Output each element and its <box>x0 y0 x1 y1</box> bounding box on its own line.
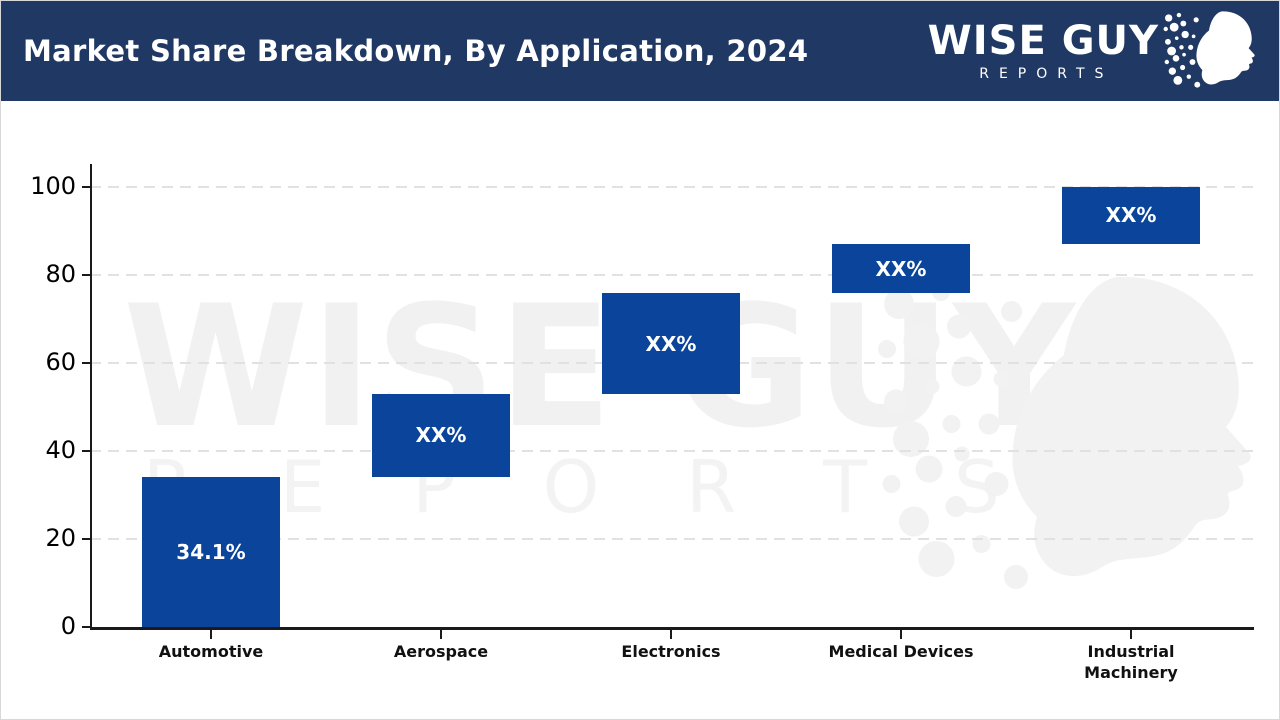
logo-subtitle: REPORTS <box>979 66 1114 82</box>
x-tick-label: Aerospace <box>393 642 489 661</box>
gridline <box>90 274 1254 276</box>
y-tick-label: 100 <box>30 172 76 200</box>
bar-value-label: 34.1% <box>176 539 246 564</box>
x-tick-mark <box>1130 630 1132 639</box>
bar-segment: XX% <box>1062 187 1200 244</box>
y-tick-mark <box>82 362 90 364</box>
y-axis-line <box>90 164 92 629</box>
y-tick-mark <box>82 274 90 276</box>
x-tick-label: Medical Devices <box>828 642 974 661</box>
x-axis-line <box>90 627 1254 630</box>
x-tick-mark <box>900 630 902 639</box>
x-tick-label: Automotive <box>158 642 264 661</box>
header-bar: Market Share Breakdown, By Application, … <box>1 1 1279 101</box>
y-tick-mark <box>82 538 90 540</box>
bar-value-label: XX% <box>415 423 467 448</box>
y-tick-label: 20 <box>45 524 76 552</box>
chart-title: Market Share Breakdown, By Application, … <box>23 34 809 68</box>
y-tick-label: 40 <box>45 436 76 464</box>
y-tick-label: 60 <box>45 348 76 376</box>
x-tick-label: Industrial Machinery <box>1084 642 1178 682</box>
x-tick-mark <box>210 630 212 639</box>
x-tick-mark <box>440 630 442 639</box>
bar-value-label: XX% <box>875 256 927 281</box>
y-tick-mark <box>82 626 90 628</box>
y-tick-mark <box>82 450 90 452</box>
y-tick-label: 0 <box>60 612 76 640</box>
bar-segment: XX% <box>602 293 740 394</box>
gridline <box>90 186 1254 188</box>
y-tick-mark <box>82 186 90 188</box>
bar-value-label: XX% <box>645 331 697 356</box>
y-tick-label: 80 <box>45 260 76 288</box>
gridline <box>90 450 1254 452</box>
wise-guy-logo: WISE GUY REPORTS <box>928 7 1257 95</box>
watermark-subtitle: R E P O R T S <box>143 445 1032 529</box>
gridline <box>90 538 1254 540</box>
bar-segment: 34.1% <box>142 476 280 627</box>
logo-wordmark: WISE GUY <box>927 18 1159 64</box>
bar-value-label: XX% <box>1105 203 1157 228</box>
logo-text: WISE GUY REPORTS <box>928 21 1159 81</box>
x-tick-label: Electronics <box>621 642 721 661</box>
bar-segment: XX% <box>832 243 970 294</box>
x-tick-mark <box>670 630 672 639</box>
bar-segment: XX% <box>372 393 510 477</box>
